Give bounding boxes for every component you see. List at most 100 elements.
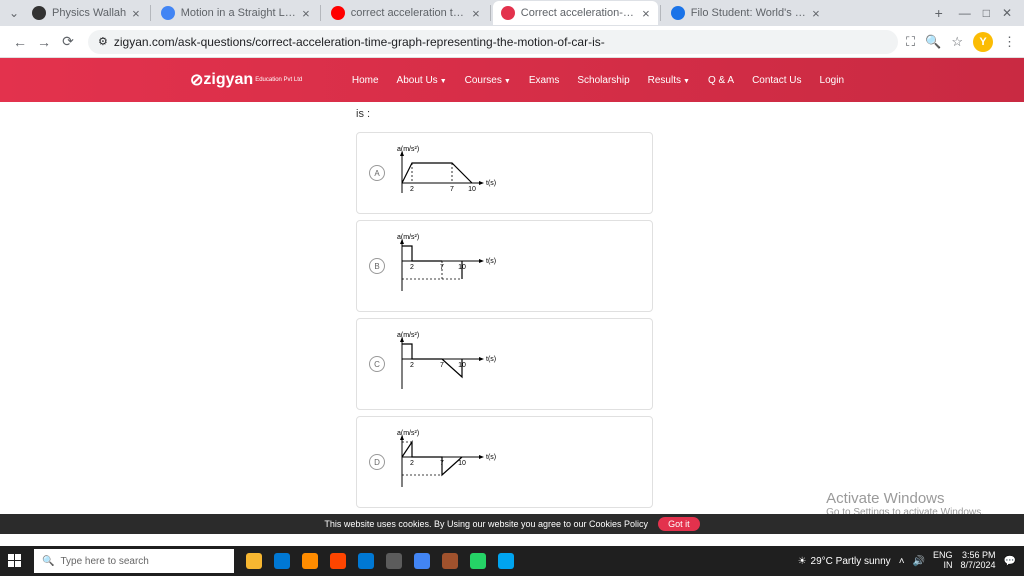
option-graph: a(m/s²)t(s)52710 (397, 143, 640, 203)
tab-close-icon[interactable]: × (132, 6, 140, 21)
start-button[interactable] (0, 546, 30, 576)
option-graph: a(m/s²)t(s)51032710 (397, 231, 640, 301)
browser-tab[interactable]: correct acceleration time graph × (323, 1, 488, 25)
weather-widget[interactable]: ☀ 29°C Partly sunny (798, 556, 891, 567)
taskbar-app-icon[interactable] (382, 549, 406, 573)
taskbar-app-icon[interactable] (438, 549, 462, 573)
nav-item[interactable]: Login (820, 75, 844, 86)
brand-name: zigyan (203, 71, 253, 89)
svg-text:7: 7 (450, 186, 454, 193)
svg-text:2: 2 (410, 460, 414, 467)
tab-title: correct acceleration time graph (351, 7, 466, 19)
tab-title: Physics Wallah (52, 7, 126, 19)
url-input[interactable]: ⚙ zigyan.com/ask-questions/correct-accel… (88, 30, 898, 54)
option-graph: a(m/s²)t(s)51032710 (397, 329, 640, 399)
option-letter: D (369, 454, 385, 470)
nav-item[interactable]: Scholarship (577, 75, 629, 86)
screen-share-icon[interactable]: ⛶ (906, 34, 915, 50)
svg-text:t(s): t(s) (486, 258, 496, 265)
site-settings-icon[interactable]: ⚙ (98, 35, 108, 48)
tab-close-icon[interactable]: × (812, 6, 820, 21)
nav-item[interactable]: Q & A (708, 75, 734, 86)
tab-favicon (331, 6, 345, 20)
nav-item[interactable]: Home (352, 75, 379, 86)
nav-item[interactable]: Courses▼ (465, 75, 511, 86)
svg-text:10: 10 (458, 460, 466, 467)
notifications-icon[interactable]: 💬 (1004, 556, 1016, 567)
question-text: is : (356, 108, 1024, 120)
svg-text:a(m/s²): a(m/s²) (397, 332, 419, 339)
svg-text:t(s): t(s) (486, 180, 496, 187)
svg-text:2: 2 (410, 264, 414, 271)
profile-avatar[interactable]: Y (973, 32, 993, 52)
taskbar-app-icon[interactable] (270, 549, 294, 573)
browser-tab[interactable]: Motion in a Straight Line 14 _ C × (153, 1, 318, 25)
url-text: zigyan.com/ask-questions/correct-acceler… (114, 35, 605, 49)
window-controls: — □ ✕ (951, 6, 1020, 20)
taskbar-search[interactable]: 🔍Type here to search (34, 549, 234, 573)
question-content: is : A a(m/s²)t(s)52710B a(m/s²)t(s)5103… (0, 102, 1024, 508)
taskbar-app-icon[interactable] (410, 549, 434, 573)
tab-favicon (161, 6, 175, 20)
language-indicator[interactable]: ENGIN (933, 551, 953, 571)
option-graph: a(m/s²)t(s)51032710 (397, 427, 640, 497)
taskbar: 🔍Type here to search ☀ 29°C Partly sunny… (0, 546, 1024, 576)
svg-text:2: 2 (410, 362, 414, 369)
answer-option[interactable]: C a(m/s²)t(s)51032710 (356, 318, 653, 410)
cookie-accept-button[interactable]: Got it (658, 517, 700, 531)
minimize-button[interactable]: — (959, 6, 971, 20)
volume-icon[interactable]: 🔊 (913, 556, 925, 567)
tab-title: Filo Student: World's Only Live (691, 7, 806, 19)
system-tray: ☀ 29°C Partly sunny ˄ 🔊 ENGIN 3:56 PM8/7… (790, 551, 1024, 571)
tab-strip: ⌄ Physics Wallah × Motion in a Straight … (0, 0, 1024, 26)
new-tab-button[interactable]: + (927, 5, 951, 21)
forward-button[interactable]: → (32, 30, 56, 54)
back-button[interactable]: ← (8, 30, 32, 54)
tab-title: Correct acceleration-time graph (521, 7, 636, 19)
zoom-icon[interactable]: 🔍 (925, 34, 941, 50)
site-header: ⊘zigyan Education Pvt Ltd Home About Us▼ C… (0, 58, 1024, 102)
taskbar-app-icon[interactable] (494, 549, 518, 573)
taskbar-app-icon[interactable] (242, 549, 266, 573)
svg-text:2: 2 (410, 186, 414, 193)
site-logo[interactable]: ⊘zigyan Education Pvt Ltd (190, 70, 302, 90)
option-letter: C (369, 356, 385, 372)
activate-title: Activate Windows (826, 490, 984, 507)
taskbar-app-icon[interactable] (354, 549, 378, 573)
tab-favicon (32, 6, 46, 20)
cookie-banner: This website uses cookies. By Using our … (0, 514, 1024, 534)
answer-option[interactable]: B a(m/s²)t(s)51032710 (356, 220, 653, 312)
browser-tab[interactable]: Physics Wallah × (24, 1, 148, 25)
tab-favicon (671, 6, 685, 20)
tabs-dropdown-icon[interactable]: ⌄ (4, 6, 24, 20)
nav-item[interactable]: Results▼ (648, 75, 690, 86)
nav-item[interactable]: Exams (529, 75, 560, 86)
option-letter: A (369, 165, 385, 181)
taskbar-app-icon[interactable] (326, 549, 350, 573)
tab-close-icon[interactable]: × (472, 6, 480, 21)
close-window-button[interactable]: ✕ (1002, 6, 1012, 20)
answer-option[interactable]: A a(m/s²)t(s)52710 (356, 132, 653, 214)
nav-item[interactable]: About Us▼ (397, 75, 447, 86)
taskbar-app-icon[interactable] (466, 549, 490, 573)
reload-button[interactable]: ⟳ (56, 30, 80, 54)
taskbar-app-icon[interactable] (298, 549, 322, 573)
menu-icon[interactable]: ⋮ (1003, 34, 1016, 50)
answer-option[interactable]: D a(m/s²)t(s)51032710 (356, 416, 653, 508)
option-letter: B (369, 258, 385, 274)
svg-text:7: 7 (440, 362, 444, 369)
svg-text:t(s): t(s) (486, 454, 496, 461)
svg-text:a(m/s²): a(m/s²) (397, 430, 419, 437)
nav-item[interactable]: Contact Us (752, 75, 801, 86)
maximize-button[interactable]: □ (983, 6, 990, 20)
browser-tab[interactable]: Filo Student: World's Only Live × (663, 1, 828, 25)
bookmark-icon[interactable]: ☆ (951, 34, 963, 50)
clock[interactable]: 3:56 PM8/7/2024 (961, 551, 996, 571)
svg-text:a(m/s²): a(m/s²) (397, 146, 419, 153)
tab-close-icon[interactable]: × (642, 6, 650, 21)
browser-tab[interactable]: Correct acceleration-time graph × (493, 1, 658, 25)
cookie-text: This website uses cookies. By Using our … (324, 519, 648, 529)
tab-close-icon[interactable]: × (302, 6, 310, 21)
tab-favicon (501, 6, 515, 20)
tray-chevron-icon[interactable]: ˄ (899, 556, 905, 567)
